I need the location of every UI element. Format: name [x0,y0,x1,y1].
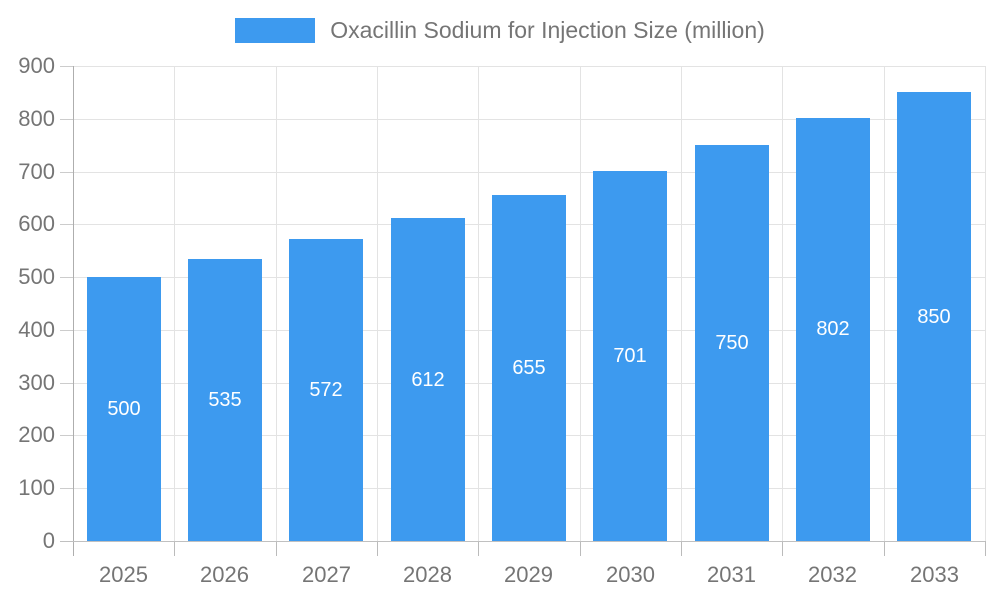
gridline-vertical [884,66,885,541]
y-axis-tick [60,383,73,384]
y-axis-tick [60,224,73,225]
legend-swatch [235,18,316,43]
x-tick-label: 2033 [910,562,959,587]
x-axis-tick [377,541,378,556]
gridline-vertical [580,66,581,541]
x-tick-label: 2032 [808,562,857,587]
bar-value-label: 750 [715,332,749,354]
bar [188,259,262,541]
y-tick-label: 500 [18,264,55,289]
x-tick-label: 2030 [606,562,655,587]
bar [897,92,971,541]
bar-value-label: 701 [613,345,647,367]
x-axis-tick [985,541,986,556]
y-axis-tick [60,488,73,489]
gridline-horizontal [73,172,985,173]
x-axis-line [60,541,985,542]
bar [87,277,161,541]
y-tick-label: 400 [18,317,55,342]
bar-value-label: 535 [208,389,242,411]
bar-value-label: 612 [411,369,445,391]
y-tick-label: 0 [42,528,55,553]
x-axis-tick [276,541,277,556]
legend[interactable]: Oxacillin Sodium for Injection Size (mil… [0,17,1000,44]
x-axis-tick [782,541,783,556]
y-axis-tick [60,66,73,67]
x-tick-label: 2026 [200,562,249,587]
x-tick-label: 2029 [504,562,553,587]
gridline-vertical [985,66,986,541]
y-axis-tick [60,330,73,331]
x-tick-label: 2025 [99,562,148,587]
bar [492,195,566,541]
bar [796,118,870,541]
gridline-vertical [478,66,479,541]
gridline-horizontal [73,119,985,120]
y-tick-label: 100 [18,475,55,500]
bar-value-label: 500 [107,398,141,420]
bar [289,239,363,541]
x-tick-label: 2031 [707,562,756,587]
legend-label: Oxacillin Sodium for Injection Size (mil… [330,17,765,43]
y-axis-tick [60,277,73,278]
gridline-vertical [174,66,175,541]
y-tick-label: 200 [18,422,55,447]
gridline-horizontal [73,66,985,67]
y-tick-label: 900 [18,53,55,78]
bar [593,171,667,541]
y-tick-label: 300 [18,370,55,395]
y-axis-tick [60,172,73,173]
bar-value-label: 572 [309,379,343,401]
bar-value-label: 655 [512,357,546,379]
bar [695,145,769,541]
gridline-vertical [782,66,783,541]
y-axis-line [73,66,74,556]
bar-value-label: 850 [917,306,951,328]
bar [391,218,465,541]
x-tick-label: 2028 [403,562,452,587]
y-axis-tick [60,435,73,436]
gridline-vertical [681,66,682,541]
bar-value-label: 802 [816,318,850,340]
x-tick-label: 2027 [302,562,351,587]
x-axis-tick [580,541,581,556]
y-tick-label: 800 [18,106,55,131]
x-axis-tick [681,541,682,556]
y-axis-tick [60,119,73,120]
gridline-vertical [377,66,378,541]
x-axis-tick [884,541,885,556]
x-axis-tick [478,541,479,556]
x-axis-tick [174,541,175,556]
y-tick-label: 600 [18,211,55,236]
gridline-vertical [276,66,277,541]
y-tick-label: 700 [18,159,55,184]
